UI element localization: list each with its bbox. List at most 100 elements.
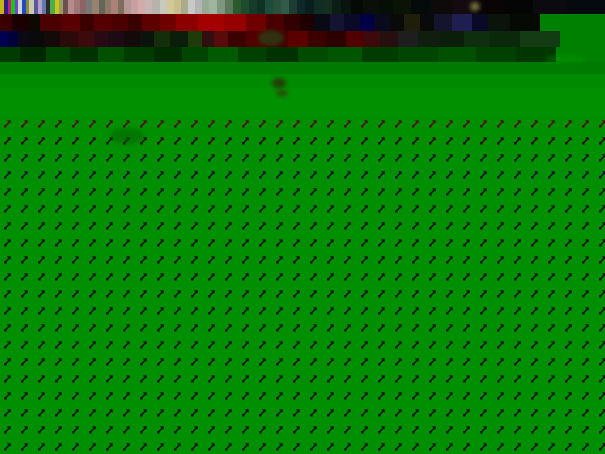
diagonal-arrow-icon <box>582 222 589 230</box>
diagonal-arrow-icon <box>191 188 198 196</box>
diagonal-arrow-icon <box>497 171 504 179</box>
noise-cell <box>80 0 86 14</box>
diagonal-arrow-icon <box>21 409 28 417</box>
diagonal-arrow-icon <box>89 375 96 383</box>
diagonal-arrow-icon <box>531 409 538 417</box>
diagonal-arrow-icon <box>38 375 45 383</box>
diagonal-arrow-icon <box>225 188 232 196</box>
noise-cell <box>26 0 29 14</box>
diagonal-arrow-icon <box>72 426 79 434</box>
noise-cell <box>167 0 174 14</box>
diagonal-arrow-icon <box>140 409 147 417</box>
diagonal-arrow-icon <box>225 120 232 128</box>
diagonal-arrow-icon <box>327 239 334 247</box>
diagonal-arrow-icon <box>531 256 538 264</box>
diagonal-arrow-icon <box>446 290 453 298</box>
diagonal-arrow-icon <box>310 409 317 417</box>
diagonal-arrow-icon <box>293 120 300 128</box>
diagonal-arrow-icon <box>378 239 385 247</box>
diagonal-arrow-icon <box>548 341 555 349</box>
diagonal-arrow-icon <box>582 409 589 417</box>
diagonal-arrow-icon <box>4 154 11 162</box>
corruption-cell <box>266 14 284 31</box>
diagonal-arrow-icon <box>446 222 453 230</box>
diagonal-arrow-icon <box>38 290 45 298</box>
noise-cell <box>38 0 42 14</box>
diagonal-arrow-icon <box>21 154 28 162</box>
diagonal-arrow-icon <box>293 409 300 417</box>
diagonal-arrow-icon <box>395 409 402 417</box>
corruption-cell <box>46 47 70 62</box>
diagonal-arrow-icon <box>395 154 402 162</box>
corruption-cell <box>18 31 30 47</box>
diagonal-arrow-icon <box>140 222 147 230</box>
diagonal-arrow-icon <box>140 341 147 349</box>
diagonal-arrow-icon <box>123 154 130 162</box>
diagonal-arrow-icon <box>514 171 521 179</box>
smear-blob-mid <box>272 78 286 88</box>
diagonal-arrow-icon <box>327 222 334 230</box>
diagonal-arrow-icon <box>361 188 368 196</box>
diagonal-arrow-icon <box>276 392 283 400</box>
diagonal-arrow-icon <box>208 324 215 332</box>
diagonal-arrow-icon <box>259 375 266 383</box>
diagonal-arrow-icon <box>174 324 181 332</box>
diagonal-arrow-icon <box>344 392 351 400</box>
diagonal-arrow-icon <box>463 375 470 383</box>
diagonal-arrow-icon <box>582 290 589 298</box>
diagonal-arrow-icon <box>582 154 589 162</box>
diagonal-arrow-icon <box>106 120 113 128</box>
diagonal-arrow-icon <box>293 273 300 281</box>
diagonal-arrow-icon <box>106 426 113 434</box>
diagonal-arrow-icon <box>276 154 283 162</box>
diagonal-arrow-icon <box>89 273 96 281</box>
diagonal-arrow-icon <box>344 222 351 230</box>
diagonal-arrow-icon <box>310 256 317 264</box>
diagonal-arrow-icon <box>72 307 79 315</box>
diagonal-arrow-icon <box>106 392 113 400</box>
diagonal-arrow-icon <box>89 307 96 315</box>
diagonal-arrow-icon <box>242 392 249 400</box>
diagonal-arrow-icon <box>55 341 62 349</box>
diagonal-arrow-icon <box>89 222 96 230</box>
diagonal-arrow-icon <box>344 341 351 349</box>
diagonal-arrow-icon <box>531 137 538 145</box>
diagonal-arrow-icon <box>4 273 11 281</box>
diagonal-arrow-icon <box>565 341 572 349</box>
diagonal-arrow-icon <box>259 409 266 417</box>
diagonal-arrow-icon <box>582 392 589 400</box>
diagonal-arrow-icon <box>361 154 368 162</box>
diagonal-arrow-icon <box>327 205 334 213</box>
diagonal-arrow-icon <box>327 375 334 383</box>
diagonal-arrow-icon <box>446 171 453 179</box>
diagonal-arrow-icon <box>497 137 504 145</box>
diagonal-arrow-icon <box>531 171 538 179</box>
diagonal-arrow-icon <box>191 154 198 162</box>
diagonal-arrow-icon <box>276 120 283 128</box>
diagonal-arrow-icon <box>4 205 11 213</box>
diagonal-arrow-icon <box>225 256 232 264</box>
diagonal-arrow-icon <box>531 307 538 315</box>
diagonal-arrow-icon <box>174 205 181 213</box>
diagonal-arrow-icon <box>514 154 521 162</box>
corruption-cell <box>464 31 490 47</box>
diagonal-arrow-icon <box>174 171 181 179</box>
diagonal-arrow-icon <box>565 137 572 145</box>
noise-cell <box>86 0 92 14</box>
diagonal-arrow-icon <box>412 273 419 281</box>
diagonal-arrow-icon <box>293 443 300 451</box>
diagonal-arrow-icon <box>565 307 572 315</box>
diagonal-arrow-icon <box>480 188 487 196</box>
noise-cell <box>18 0 22 14</box>
diagonal-arrow-icon <box>208 120 215 128</box>
diagonal-arrow-icon <box>293 171 300 179</box>
diagonal-arrow-icon <box>548 375 555 383</box>
corruption-cell <box>8 31 18 47</box>
diagonal-arrow-icon <box>242 409 249 417</box>
diagonal-arrow-icon <box>4 239 11 247</box>
diagonal-arrow-icon <box>21 426 28 434</box>
diagonal-arrow-icon <box>344 171 351 179</box>
diagonal-arrow-icon <box>327 341 334 349</box>
corruption-cell <box>94 31 108 47</box>
diagonal-arrow-icon <box>123 205 130 213</box>
